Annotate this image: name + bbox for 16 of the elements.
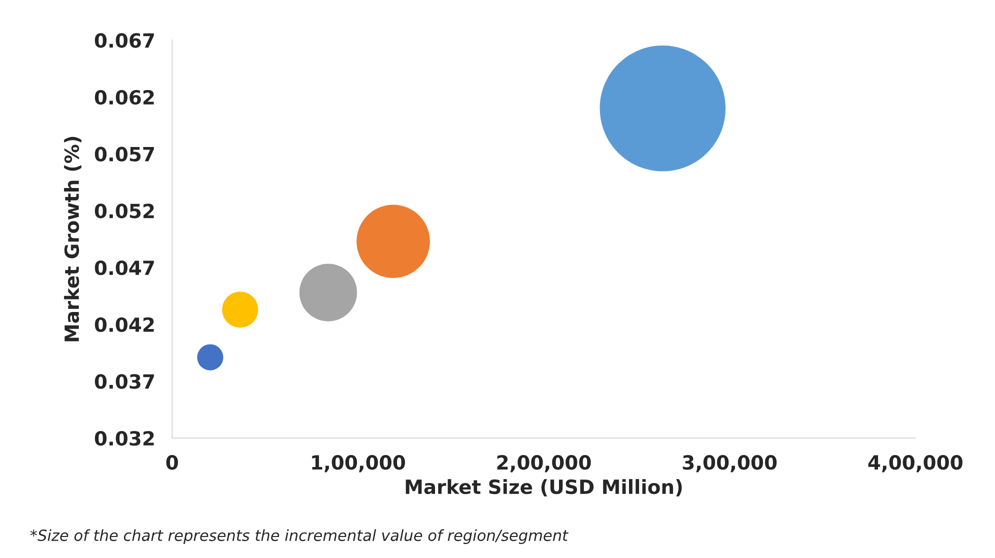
y-tick-label: 0.037 bbox=[94, 374, 154, 389]
x-tick-label: 2,00,000 bbox=[497, 455, 591, 472]
y-axis-title: Market Growth (%) bbox=[64, 136, 82, 342]
x-tick-label: 1,00,000 bbox=[312, 455, 405, 472]
y-tick-label: 0.042 bbox=[94, 317, 154, 332]
x-tick-label: 3,00,000 bbox=[682, 455, 777, 472]
y-tick-label: 0.057 bbox=[94, 146, 154, 162]
x-tick-label: 4,00,000 bbox=[868, 455, 962, 472]
y-tick-label: 0.067 bbox=[94, 33, 154, 48]
y-tick-label: 0.062 bbox=[94, 90, 154, 105]
y-tick-label: 0.032 bbox=[94, 430, 154, 446]
y-tick-label: 0.052 bbox=[94, 204, 154, 218]
y-tick-label: 0.047 bbox=[94, 260, 154, 276]
text: *Size of the chart represents the incremental value of region/segment bbox=[30, 529, 569, 544]
x-tick-label: 0 bbox=[166, 455, 178, 470]
x-axis-title: Market Size (USD Million) bbox=[406, 479, 682, 496]
